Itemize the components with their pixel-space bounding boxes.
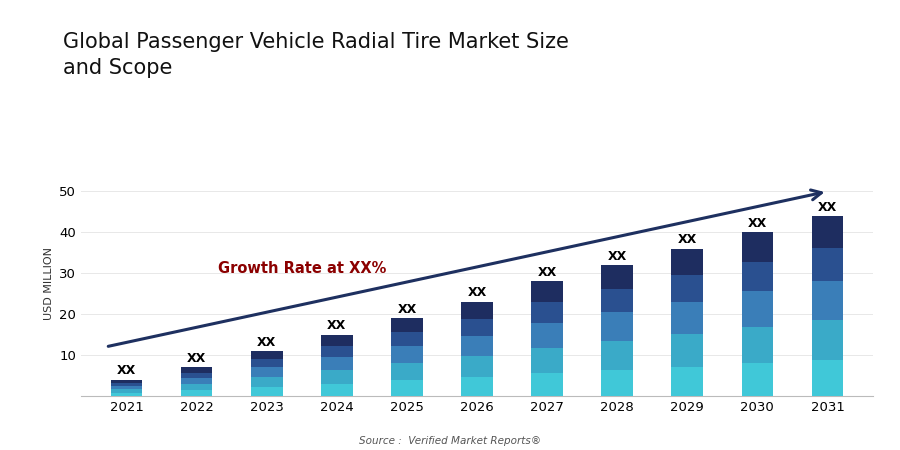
- Bar: [531, 302, 562, 323]
- Text: XX: XX: [397, 303, 417, 316]
- Bar: [671, 367, 703, 396]
- Bar: [601, 370, 633, 396]
- Bar: [111, 382, 142, 386]
- Bar: [392, 318, 423, 332]
- Bar: [251, 377, 283, 387]
- Bar: [601, 288, 633, 312]
- Bar: [392, 380, 423, 396]
- Bar: [181, 384, 212, 390]
- Bar: [392, 346, 423, 363]
- Bar: [461, 336, 493, 356]
- Bar: [461, 356, 493, 377]
- Bar: [601, 341, 633, 370]
- Bar: [742, 327, 773, 363]
- Bar: [251, 351, 283, 359]
- Text: XX: XX: [608, 250, 626, 263]
- Bar: [181, 390, 212, 396]
- Bar: [671, 302, 703, 334]
- Text: XX: XX: [328, 319, 346, 332]
- Bar: [461, 319, 493, 336]
- Bar: [321, 346, 353, 357]
- Bar: [742, 232, 773, 262]
- Bar: [601, 265, 633, 288]
- Bar: [671, 334, 703, 367]
- Bar: [812, 216, 843, 248]
- Bar: [531, 373, 562, 396]
- Bar: [742, 262, 773, 291]
- Bar: [321, 335, 353, 346]
- Text: Growth Rate at XX%: Growth Rate at XX%: [218, 261, 386, 276]
- Bar: [531, 281, 562, 302]
- Bar: [601, 312, 633, 341]
- Bar: [251, 367, 283, 377]
- Y-axis label: USD MILLION: USD MILLION: [44, 247, 54, 320]
- Text: Source :  Verified Market Reports®: Source : Verified Market Reports®: [359, 436, 541, 446]
- Bar: [321, 370, 353, 384]
- Bar: [671, 249, 703, 275]
- Bar: [251, 387, 283, 396]
- Bar: [392, 332, 423, 346]
- Bar: [812, 281, 843, 320]
- Bar: [111, 389, 142, 393]
- Bar: [251, 359, 283, 367]
- Bar: [671, 275, 703, 302]
- Bar: [321, 384, 353, 396]
- Text: XX: XX: [818, 201, 837, 214]
- Bar: [531, 348, 562, 373]
- Bar: [181, 378, 212, 384]
- Text: XX: XX: [467, 287, 487, 299]
- Bar: [812, 360, 843, 396]
- Bar: [111, 386, 142, 389]
- Bar: [812, 320, 843, 360]
- Text: XX: XX: [187, 352, 206, 365]
- Bar: [181, 367, 212, 373]
- Text: XX: XX: [117, 364, 136, 377]
- Bar: [111, 393, 142, 396]
- Text: Global Passenger Vehicle Radial Tire Market Size
and Scope: Global Passenger Vehicle Radial Tire Mar…: [63, 32, 569, 78]
- Bar: [531, 323, 562, 348]
- Bar: [181, 373, 212, 378]
- Bar: [742, 363, 773, 396]
- Bar: [461, 302, 493, 319]
- Text: XX: XX: [257, 336, 276, 349]
- Bar: [111, 380, 142, 382]
- Text: XX: XX: [748, 217, 767, 230]
- Text: XX: XX: [678, 233, 697, 246]
- Bar: [742, 291, 773, 327]
- Bar: [321, 357, 353, 370]
- Bar: [461, 377, 493, 396]
- Text: XX: XX: [537, 266, 557, 279]
- Bar: [392, 363, 423, 380]
- Bar: [812, 248, 843, 281]
